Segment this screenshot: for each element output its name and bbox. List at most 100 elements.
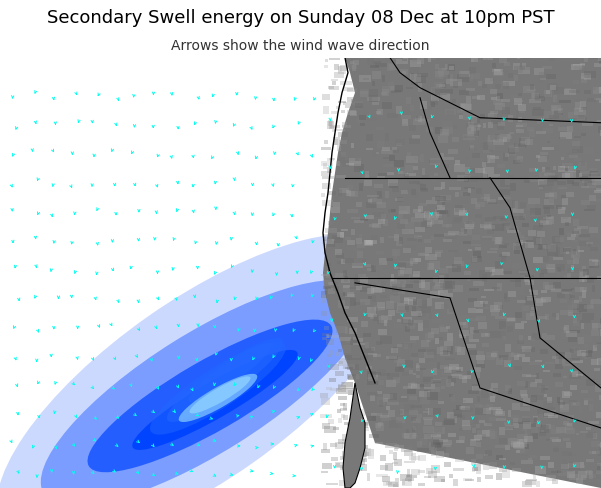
Bar (418, 305, 427, 307)
Bar (538, 245, 542, 250)
Bar (463, 114, 474, 121)
Bar (494, 70, 504, 76)
Bar (347, 469, 356, 476)
Bar (569, 312, 573, 317)
Bar (511, 437, 514, 443)
Bar (543, 246, 551, 250)
Bar (468, 279, 471, 282)
Bar (448, 232, 459, 235)
Bar (512, 201, 515, 208)
Bar (508, 410, 511, 417)
Bar (499, 355, 508, 361)
Bar (539, 432, 546, 436)
Bar (403, 248, 412, 253)
Bar (347, 98, 354, 102)
Bar (588, 168, 597, 172)
Bar (535, 373, 539, 380)
Bar (362, 176, 370, 179)
Bar (427, 355, 437, 362)
Bar (346, 190, 351, 196)
Bar (353, 456, 361, 463)
Bar (337, 352, 340, 356)
Bar (577, 305, 587, 312)
Bar (599, 57, 601, 65)
Bar (504, 112, 509, 117)
Bar (451, 264, 462, 272)
Bar (591, 330, 599, 336)
Bar (522, 55, 531, 60)
Bar (427, 298, 432, 306)
Bar (361, 409, 365, 416)
Bar (339, 155, 344, 163)
Bar (355, 103, 364, 106)
Bar (516, 125, 523, 128)
Bar (535, 421, 541, 427)
Bar (472, 153, 480, 158)
Bar (455, 192, 459, 198)
Bar (540, 349, 548, 354)
Bar (373, 354, 381, 358)
Bar (402, 60, 407, 61)
Bar (561, 143, 570, 150)
Bar (447, 346, 453, 354)
Bar (567, 269, 579, 273)
Bar (492, 64, 496, 69)
Bar (387, 373, 399, 379)
Bar (437, 206, 445, 210)
Bar (365, 216, 374, 220)
Bar (546, 217, 554, 224)
Bar (536, 299, 548, 303)
Bar (325, 141, 328, 145)
Bar (518, 68, 530, 75)
Bar (532, 417, 541, 424)
Bar (343, 286, 350, 288)
Bar (540, 456, 550, 460)
Bar (531, 93, 534, 101)
Bar (463, 242, 471, 244)
Bar (349, 376, 361, 381)
Bar (594, 343, 597, 347)
Bar (495, 104, 505, 111)
Bar (592, 324, 601, 328)
Bar (381, 150, 392, 155)
Bar (429, 262, 441, 269)
Bar (494, 69, 499, 72)
Bar (410, 74, 414, 81)
Bar (582, 266, 586, 269)
Bar (340, 294, 348, 301)
Bar (385, 134, 389, 142)
Bar (561, 332, 566, 339)
Bar (419, 384, 431, 387)
Bar (546, 142, 549, 144)
Bar (544, 394, 548, 398)
Bar (568, 310, 579, 313)
Bar (433, 277, 438, 283)
Bar (558, 410, 569, 418)
Bar (411, 453, 416, 461)
Bar (521, 346, 532, 349)
Bar (462, 425, 471, 430)
Bar (561, 195, 566, 200)
Bar (385, 463, 393, 471)
Bar (472, 468, 475, 472)
Bar (344, 277, 349, 283)
Bar (441, 130, 450, 137)
Bar (446, 327, 450, 329)
Bar (516, 130, 524, 134)
Bar (532, 110, 544, 117)
Bar (374, 263, 382, 270)
Bar (418, 89, 423, 93)
Bar (367, 307, 376, 314)
Bar (453, 479, 458, 487)
Bar (346, 470, 350, 475)
Bar (412, 136, 421, 139)
Bar (397, 320, 401, 322)
Bar (347, 192, 355, 197)
Bar (351, 218, 360, 220)
Bar (401, 116, 411, 120)
Bar (412, 299, 422, 306)
Bar (598, 127, 601, 134)
Bar (425, 216, 434, 221)
Bar (394, 459, 402, 466)
Bar (385, 259, 393, 262)
